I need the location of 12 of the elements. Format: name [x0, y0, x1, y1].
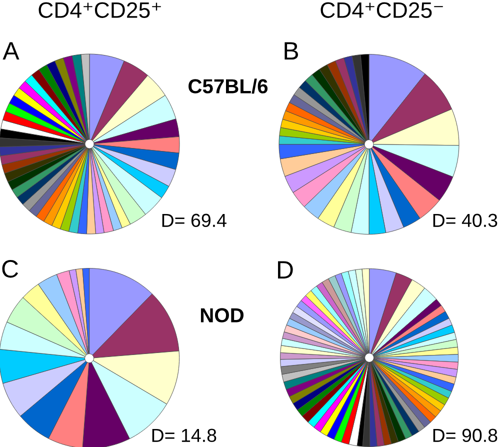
chart-title: CD4⁺CD25⁺	[38, 2, 161, 18]
text: D	[278, 261, 293, 278]
text: A	[2, 42, 20, 60]
text: D= 40.3	[433, 214, 498, 228]
text: NOD	[200, 308, 244, 322]
text: D= 90.8	[433, 428, 498, 442]
text: D= 14.8	[152, 428, 216, 442]
text: B	[284, 42, 298, 60]
text: C57BL/6	[188, 78, 268, 94]
chart-title: CD4⁺CD25⁻	[320, 2, 443, 18]
text: C	[2, 260, 18, 278]
text: D= 69.4	[162, 214, 226, 228]
